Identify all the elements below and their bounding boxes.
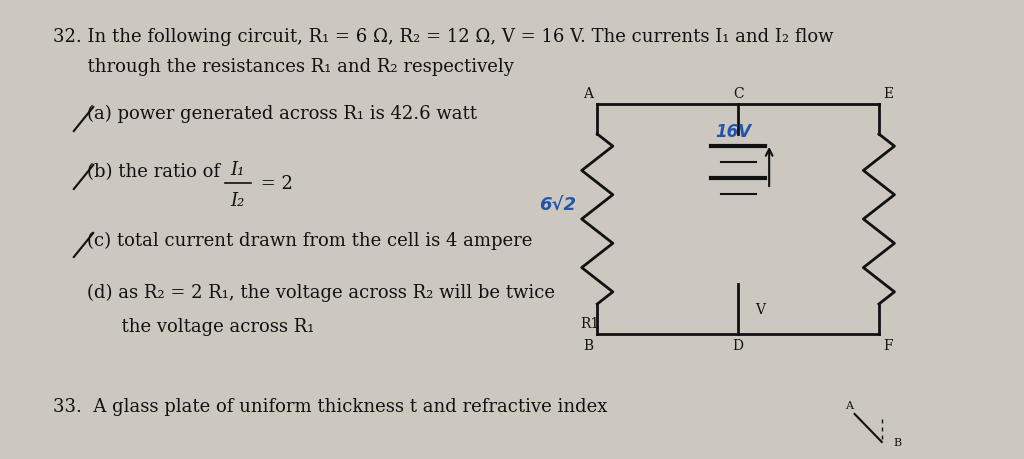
- Text: I₁: I₁: [230, 161, 245, 179]
- Text: 6√2: 6√2: [539, 196, 575, 213]
- Text: V: V: [756, 302, 766, 316]
- Text: the voltage across R₁: the voltage across R₁: [87, 317, 314, 335]
- Text: D: D: [732, 338, 743, 352]
- Text: (b) the ratio of: (b) the ratio of: [87, 162, 226, 180]
- Text: (d) as R₂ = 2 R₁, the voltage across R₂ will be twice: (d) as R₂ = 2 R₁, the voltage across R₂ …: [87, 283, 555, 302]
- Text: R1: R1: [580, 316, 599, 330]
- Text: (a) power generated across R₁ is 42.6 watt: (a) power generated across R₁ is 42.6 wa…: [87, 105, 477, 123]
- Text: A: A: [845, 400, 853, 410]
- Text: = 2: = 2: [255, 174, 293, 193]
- Text: C: C: [733, 87, 743, 101]
- Text: A: A: [584, 87, 593, 101]
- Text: B: B: [894, 437, 901, 447]
- Text: 32. In the following circuit, R₁ = 6 Ω, R₂ = 12 Ω, V = 16 V. The currents I₁ and: 32. In the following circuit, R₁ = 6 Ω, …: [53, 28, 834, 46]
- Text: I₂: I₂: [230, 191, 245, 210]
- Text: F: F: [883, 338, 892, 352]
- Text: (c) total current drawn from the cell is 4 ampere: (c) total current drawn from the cell is…: [87, 231, 532, 250]
- Text: 16V: 16V: [715, 123, 752, 141]
- Text: B: B: [584, 338, 593, 352]
- Text: through the resistances R₁ and R₂ respectively: through the resistances R₁ and R₂ respec…: [53, 58, 514, 76]
- Text: E: E: [883, 87, 893, 101]
- Text: 33.  A glass plate of uniform thickness t and refractive index: 33. A glass plate of uniform thickness t…: [53, 397, 608, 415]
